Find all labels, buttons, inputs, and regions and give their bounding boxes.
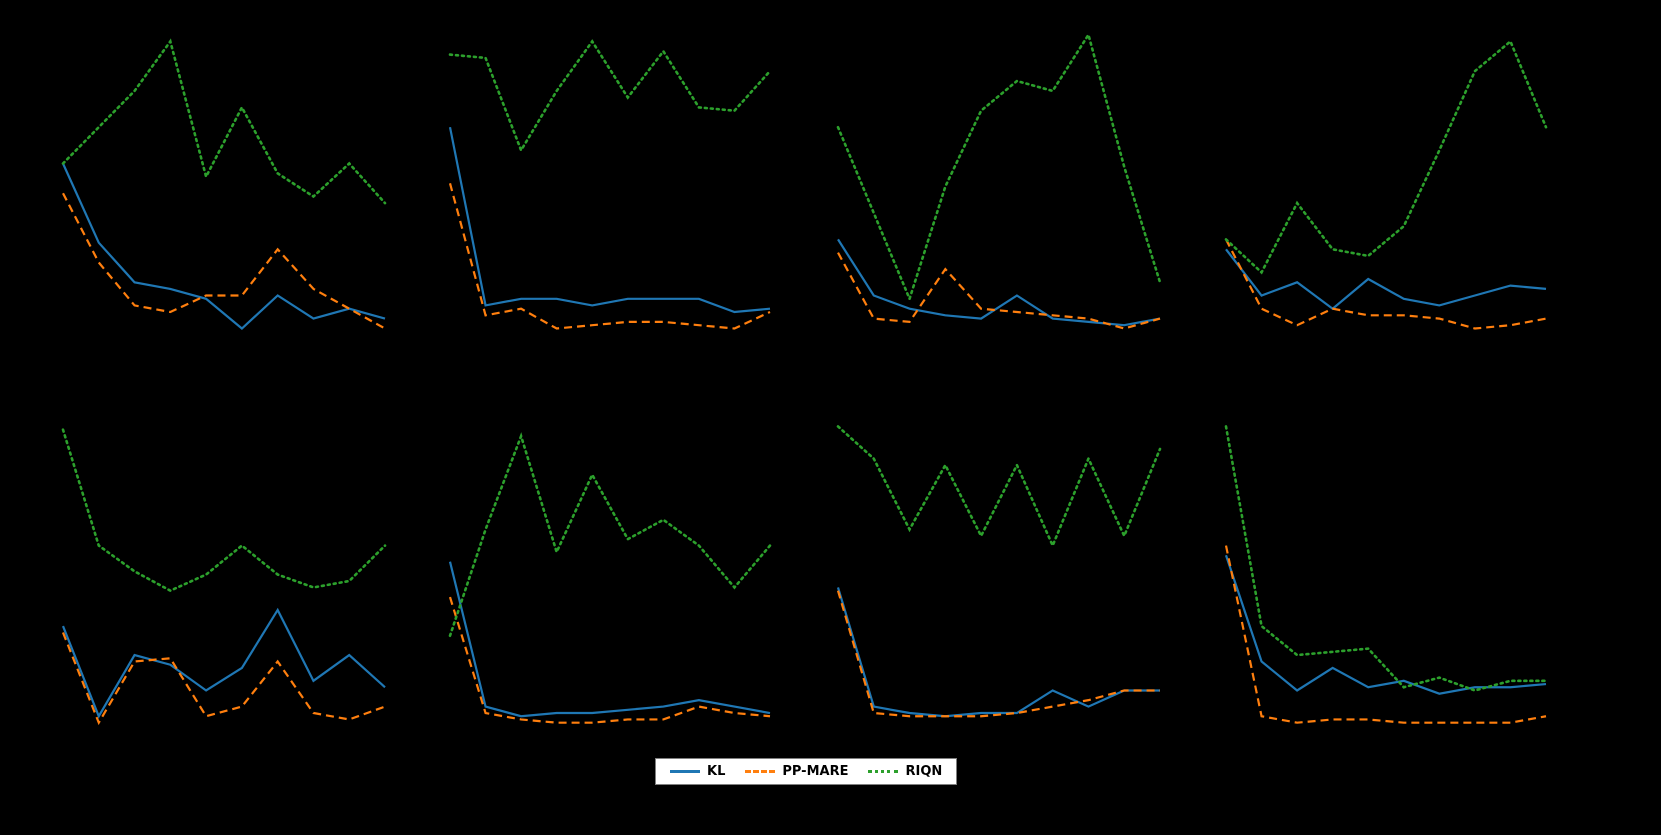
series-line-kl [838, 239, 1160, 325]
series-line-riqn [838, 426, 1160, 545]
line-chart-r1c3 [838, 15, 1160, 345]
series-line-pp-mare [838, 253, 1160, 329]
series-line-riqn [63, 430, 385, 591]
legend-label-kl: KL [707, 764, 726, 779]
series-line-pp-mare [63, 633, 385, 723]
chart-panel-r2c3 [838, 420, 1160, 742]
line-chart-r2c1 [63, 420, 385, 742]
line-chart-r2c4 [1226, 420, 1546, 742]
series-line-kl [838, 587, 1160, 716]
series-line-kl [1226, 249, 1546, 308]
kl-line-sample [670, 770, 700, 773]
series-line-riqn [63, 41, 385, 203]
riqn-line-sample [868, 770, 899, 773]
series-line-riqn [1226, 426, 1546, 690]
chart-panel-r2c2 [450, 420, 770, 742]
series-line-kl [63, 610, 385, 716]
series-line-pp-mare [1226, 546, 1546, 723]
legend-label-riqn: RIQN [905, 764, 943, 779]
chart-panel-r2c4 [1226, 420, 1546, 742]
line-chart-r1c2 [450, 15, 770, 345]
chart-panel-r1c1 [63, 15, 385, 345]
legend: KL PP-MARE RIQN [655, 758, 958, 785]
line-chart-r1c1 [63, 15, 385, 345]
series-line-kl [450, 562, 770, 717]
line-chart-r2c2 [450, 420, 770, 742]
series-line-riqn [450, 41, 770, 150]
legend-item-pp-mare: PP-MARE [745, 764, 848, 779]
chart-panel-r2c1 [63, 420, 385, 742]
series-line-kl [63, 164, 385, 329]
legend-item-kl: KL [670, 764, 725, 779]
line-chart-r2c3 [838, 420, 1160, 742]
series-line-riqn [1226, 41, 1546, 272]
series-line-kl [450, 127, 770, 312]
series-line-pp-mare [1226, 239, 1546, 328]
chart-panel-r1c4 [1226, 15, 1546, 345]
series-line-kl [1226, 555, 1546, 693]
pp-mare-line-sample [745, 770, 776, 773]
series-line-pp-mare [450, 597, 770, 723]
legend-label-pp-mare: PP-MARE [782, 764, 849, 779]
series-line-pp-mare [63, 193, 385, 328]
line-chart-r1c4 [1226, 15, 1546, 345]
series-line-riqn [838, 35, 1160, 299]
series-line-pp-mare [838, 591, 1160, 717]
chart-panel-r1c3 [838, 15, 1160, 345]
series-line-pp-mare [450, 183, 770, 328]
chart-panel-r1c2 [450, 15, 770, 345]
series-line-riqn [450, 436, 770, 636]
legend-item-riqn: RIQN [868, 764, 942, 779]
